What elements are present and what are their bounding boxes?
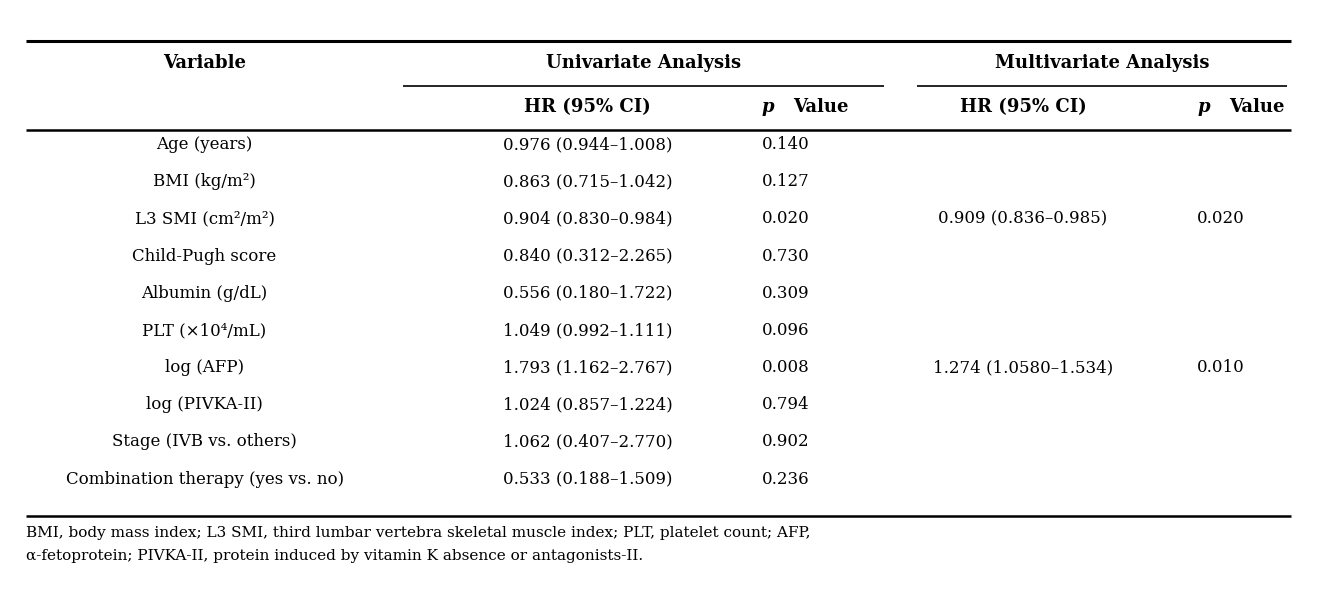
Text: 0.127: 0.127 xyxy=(762,173,809,190)
Text: 0.904 (0.830–0.984): 0.904 (0.830–0.984) xyxy=(503,211,672,227)
Text: 0.730: 0.730 xyxy=(762,248,809,264)
Text: 0.533 (0.188–1.509): 0.533 (0.188–1.509) xyxy=(503,471,672,487)
Text: 0.863 (0.715–1.042): 0.863 (0.715–1.042) xyxy=(503,173,672,190)
Text: p: p xyxy=(1197,99,1210,116)
Text: 0.309: 0.309 xyxy=(762,285,809,301)
Text: 1.049 (0.992–1.111): 1.049 (0.992–1.111) xyxy=(503,322,672,339)
Text: BMI (kg/m²): BMI (kg/m²) xyxy=(153,173,256,190)
Text: Variable: Variable xyxy=(164,54,246,72)
Text: 0.096: 0.096 xyxy=(762,322,809,339)
Text: p: p xyxy=(762,99,775,116)
Text: 0.902: 0.902 xyxy=(762,434,809,450)
Text: 0.556 (0.180–1.722): 0.556 (0.180–1.722) xyxy=(503,285,672,301)
Text: 1.274 (1.0580–1.534): 1.274 (1.0580–1.534) xyxy=(933,359,1113,376)
Text: L3 SMI (cm²/m²): L3 SMI (cm²/m²) xyxy=(135,211,275,227)
Text: HR (95% CI): HR (95% CI) xyxy=(960,99,1086,116)
Text: 1.024 (0.857–1.224): 1.024 (0.857–1.224) xyxy=(503,396,672,413)
Text: 0.794: 0.794 xyxy=(762,396,809,413)
Text: α-fetoprotein; PIVKA-II, protein induced by vitamin K absence or antagonists-II.: α-fetoprotein; PIVKA-II, protein induced… xyxy=(26,549,644,563)
Text: HR (95% CI): HR (95% CI) xyxy=(524,99,651,116)
Text: Univariate Analysis: Univariate Analysis xyxy=(546,54,741,72)
Text: Age (years): Age (years) xyxy=(156,136,253,153)
Text: 0.020: 0.020 xyxy=(1197,211,1245,227)
Text: log (PIVKA-II): log (PIVKA-II) xyxy=(147,396,263,413)
Text: 0.840 (0.312–2.265): 0.840 (0.312–2.265) xyxy=(503,248,672,264)
Text: 0.008: 0.008 xyxy=(762,359,809,376)
Text: Value: Value xyxy=(1229,99,1284,116)
Text: 1.793 (1.162–2.767): 1.793 (1.162–2.767) xyxy=(503,359,672,376)
Text: PLT (×10⁴/mL): PLT (×10⁴/mL) xyxy=(143,322,267,339)
Text: 0.140: 0.140 xyxy=(762,136,809,153)
Text: Combination therapy (yes vs. no): Combination therapy (yes vs. no) xyxy=(66,471,343,487)
Text: Child-Pugh score: Child-Pugh score xyxy=(132,248,277,264)
Text: 1.062 (0.407–2.770): 1.062 (0.407–2.770) xyxy=(503,434,672,450)
Text: Value: Value xyxy=(793,99,849,116)
Text: 0.976 (0.944–1.008): 0.976 (0.944–1.008) xyxy=(503,136,672,153)
Text: Albumin (g/dL): Albumin (g/dL) xyxy=(141,285,268,301)
Text: Stage (IVB vs. others): Stage (IVB vs. others) xyxy=(112,434,297,450)
Text: BMI, body mass index; L3 SMI, third lumbar vertebra skeletal muscle index; PLT, : BMI, body mass index; L3 SMI, third lumb… xyxy=(26,526,810,540)
Text: Multivariate Analysis: Multivariate Analysis xyxy=(995,54,1209,72)
Text: 0.236: 0.236 xyxy=(762,471,809,487)
Text: 0.010: 0.010 xyxy=(1197,359,1245,376)
Text: log (AFP): log (AFP) xyxy=(165,359,244,376)
Text: 0.020: 0.020 xyxy=(762,211,809,227)
Text: 0.909 (0.836–0.985): 0.909 (0.836–0.985) xyxy=(939,211,1107,227)
